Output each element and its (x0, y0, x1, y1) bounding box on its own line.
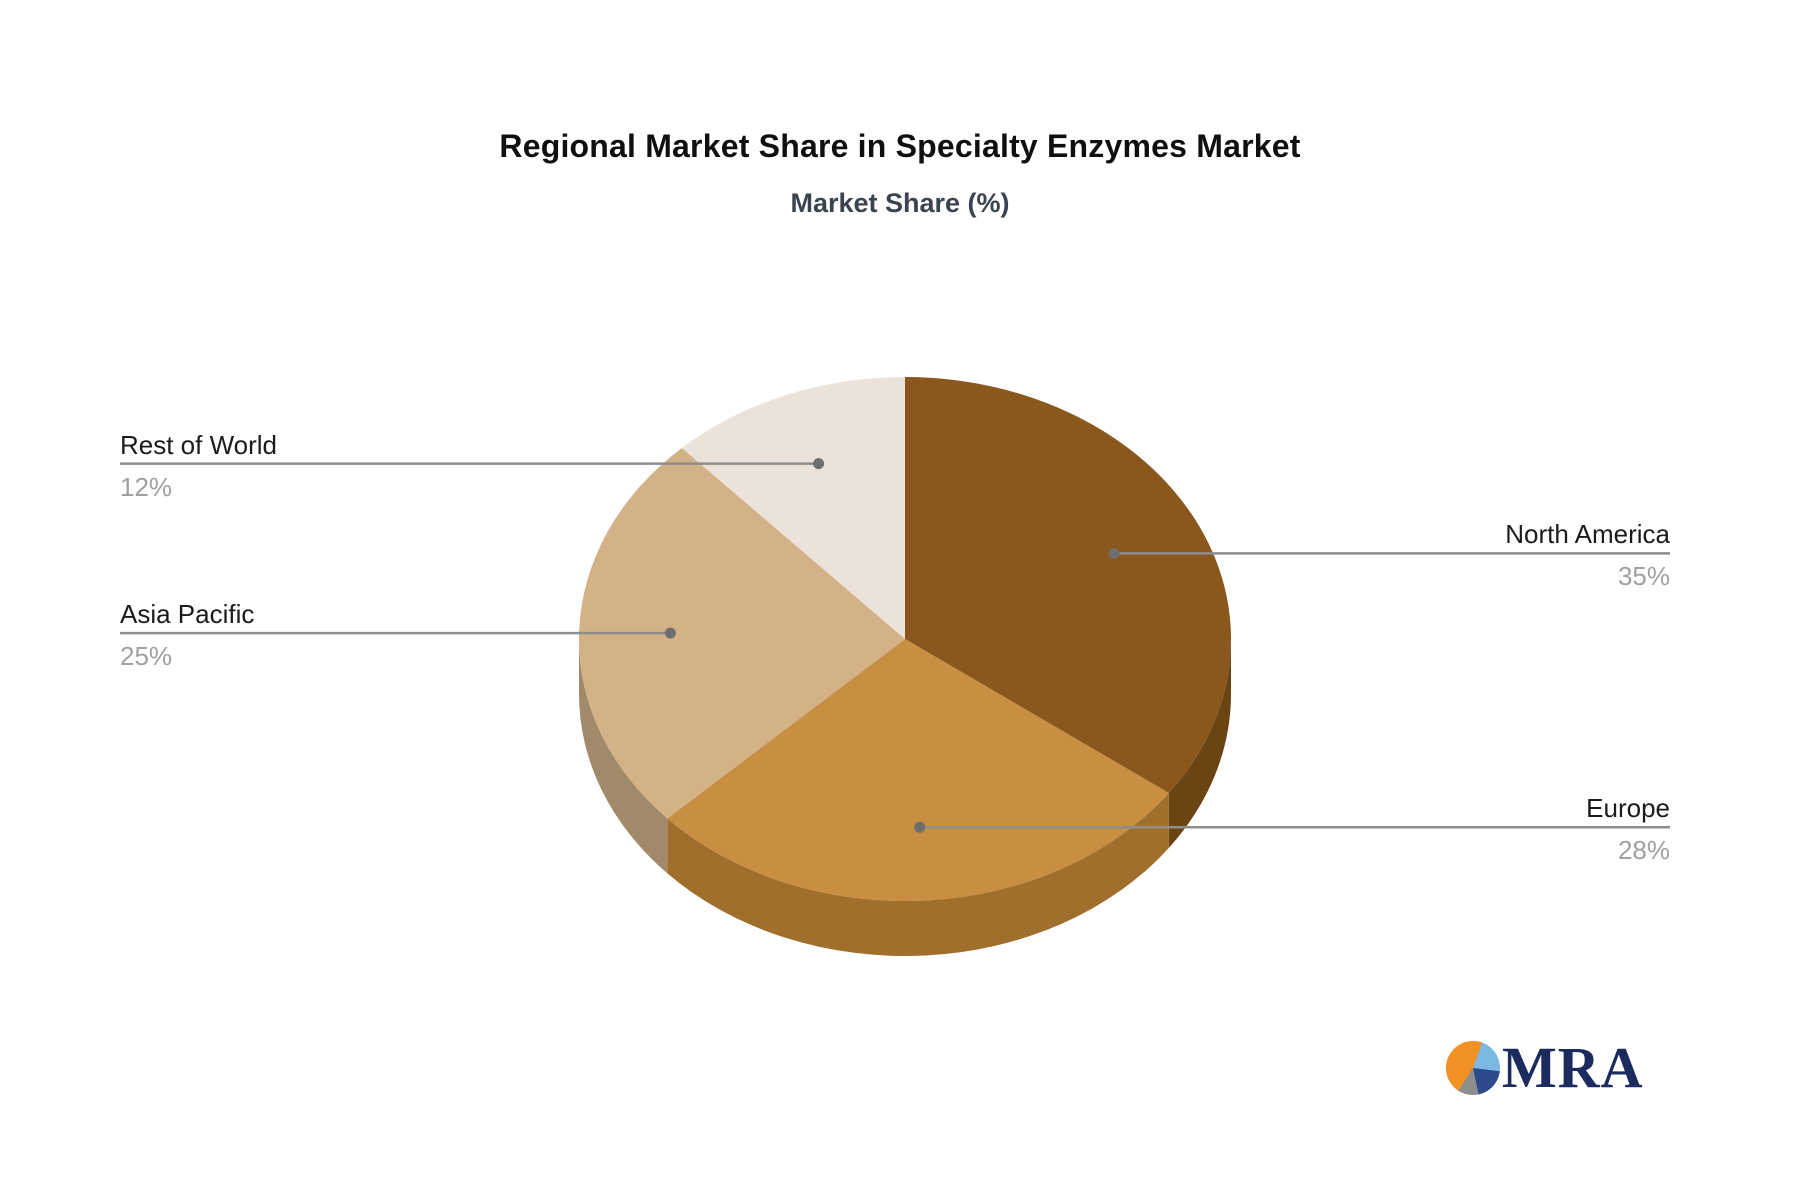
leader-dot-europe (914, 821, 926, 833)
chart-title: Regional Market Share in Specialty Enzym… (499, 128, 1301, 164)
slice-percent: 35% (1617, 561, 1670, 592)
slice-percent: 28% (1617, 835, 1670, 866)
leader-dot-rest-of-world (813, 458, 825, 470)
mra-logo: MRA (1446, 1039, 1644, 1097)
callout-asia-pacific: Asia Pacific 25% (120, 599, 254, 671)
slice-label: Europe (1586, 793, 1670, 824)
pie-slice-side-asia-pacific (579, 639, 668, 874)
pie-slice-europe (667, 639, 1169, 901)
callout-europe: Europe 28% (1586, 793, 1670, 865)
callout-north-america: North America 35% (1505, 519, 1670, 591)
pie-slice-asia-pacific (579, 448, 905, 819)
chart-subtitle: Market Share (%) (790, 188, 1010, 218)
slice-percent: 25% (120, 641, 173, 672)
callout-rest-of-world: Rest of World 12% (120, 430, 277, 502)
pie-slice-rest-of-world (681, 377, 905, 639)
slice-label: Asia Pacific (120, 599, 255, 630)
slice-percent: 12% (120, 471, 173, 502)
logo-text: MRA (1502, 1035, 1644, 1100)
slice-label: Rest of World (120, 429, 278, 460)
leader-dot-north-america (1108, 547, 1120, 559)
pie-slice-side-europe (667, 793, 1169, 956)
pie-chart-icon (1446, 1041, 1500, 1095)
pie-slice-side-north-america (1168, 639, 1231, 848)
pie-slice-north-america (905, 377, 1232, 793)
slice-label: North America (1505, 519, 1670, 550)
leader-dot-asia-pacific (664, 627, 676, 639)
